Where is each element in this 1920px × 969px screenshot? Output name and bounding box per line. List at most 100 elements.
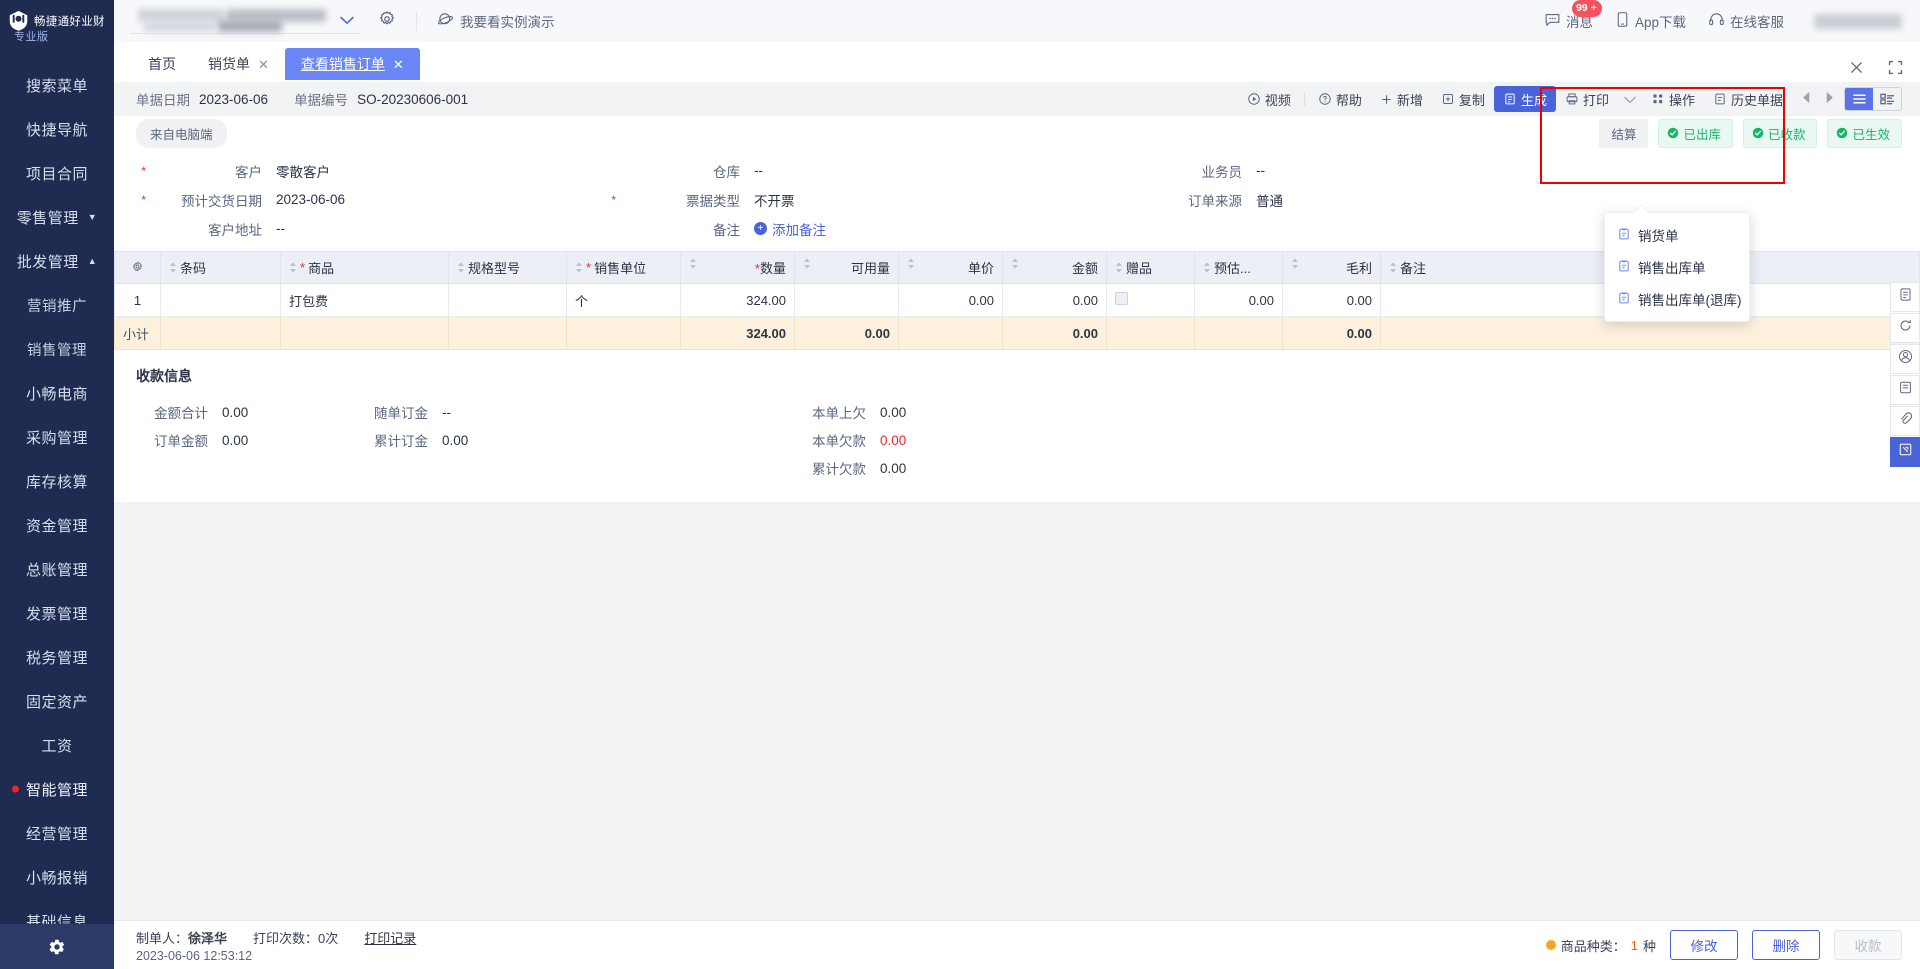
- tool-label: 历史单据: [1730, 92, 1783, 108]
- field-value[interactable]: --: [754, 163, 763, 178]
- fullscreen-icon[interactable]: [1887, 59, 1904, 76]
- add-button[interactable]: 新增: [1371, 86, 1432, 112]
- gift-checkbox[interactable]: [1115, 292, 1128, 305]
- panel-toggle-icon-button[interactable]: [1890, 437, 1920, 467]
- tab-view-sales-order[interactable]: 查看销售订单 ✕: [284, 48, 420, 80]
- print-dropdown-caret[interactable]: [1618, 86, 1642, 112]
- sidebar-item-fixed-assets[interactable]: 固定资产: [0, 679, 114, 723]
- sidebar-settings-button[interactable]: [0, 924, 114, 969]
- copy-button[interactable]: 复制: [1432, 86, 1494, 112]
- column-header-gross-profit[interactable]: 毛利: [1282, 251, 1381, 284]
- close-icon[interactable]: ✕: [258, 56, 269, 72]
- app-download-button[interactable]: App下载: [1615, 11, 1686, 31]
- sidebar-item-payroll[interactable]: 工资: [0, 723, 114, 767]
- operate-button[interactable]: 操作: [1642, 86, 1704, 112]
- mobile-icon: [1615, 11, 1630, 31]
- cell-amount[interactable]: 0.00: [1002, 283, 1107, 317]
- column-header-label: 可用量: [850, 261, 890, 276]
- column-header-gift[interactable]: 赠品: [1106, 251, 1195, 284]
- field-value[interactable]: --: [276, 221, 285, 236]
- video-button[interactable]: 视频: [1238, 86, 1300, 112]
- column-header-unit-price[interactable]: 单价: [898, 251, 1003, 284]
- cell-unit-price[interactable]: 0.00: [898, 283, 1003, 317]
- contact-icon-button[interactable]: [1890, 344, 1920, 374]
- cell-sales-unit[interactable]: 个: [566, 283, 681, 317]
- sidebar-item-invoice-management[interactable]: 发票管理: [0, 591, 114, 635]
- cell-goods[interactable]: 打包费: [280, 283, 449, 317]
- tab-sales-invoice[interactable]: 销货单 ✕: [192, 48, 285, 80]
- dropdown-item-sales-invoice[interactable]: 销货单: [1605, 219, 1749, 251]
- sidebar-item-inventory-accounting[interactable]: 库存核算: [0, 459, 114, 503]
- print-preview-icon-button[interactable]: [1890, 375, 1920, 405]
- sidebar-item-business-management[interactable]: 经营管理: [0, 811, 114, 855]
- generate-button[interactable]: 生成: [1493, 86, 1556, 112]
- attachment-icon-button[interactable]: [1890, 406, 1920, 436]
- column-header-sales-unit[interactable]: * 销售单位: [566, 251, 681, 284]
- help-button[interactable]: 帮助: [1309, 86, 1371, 112]
- sidebar-item-quick-nav[interactable]: 快捷导航: [0, 107, 114, 151]
- print-button[interactable]: 打印: [1556, 86, 1618, 112]
- delete-button[interactable]: 删除: [1752, 930, 1820, 960]
- doc-icon-button[interactable]: [1890, 282, 1920, 312]
- column-header-goods[interactable]: * 商品: [280, 251, 449, 284]
- organization-selector[interactable]: [130, 8, 360, 34]
- demo-link-label: 我要看实例演示: [460, 15, 555, 30]
- field-value[interactable]: 普通: [1256, 193, 1283, 209]
- demo-video-link[interactable]: 我要看实例演示: [437, 11, 555, 31]
- card-view-button[interactable]: [1873, 88, 1901, 110]
- settings-button[interactable]: [378, 10, 396, 33]
- dropdown-item-sales-outbound[interactable]: 销售出库单: [1605, 251, 1749, 283]
- sidebar-item-tax-management[interactable]: 税务管理: [0, 635, 114, 679]
- sidebar-item-fund-management[interactable]: 资金管理: [0, 503, 114, 547]
- add-remark-label: 添加备注: [772, 222, 826, 238]
- sidebar-item-smart-management[interactable]: 智能管理: [0, 767, 114, 811]
- column-header-spec[interactable]: 规格型号: [448, 251, 567, 284]
- prev-record-button[interactable]: [1800, 91, 1812, 107]
- close-window-icon[interactable]: [1848, 59, 1865, 76]
- column-header-barcode[interactable]: 条码: [160, 251, 281, 284]
- field-value[interactable]: 2023-06-06: [276, 192, 346, 207]
- field-value: 0.00: [222, 404, 249, 420]
- sidebar-item-general-ledger[interactable]: 总账管理: [0, 547, 114, 591]
- add-remark-link[interactable]: + 添加备注: [754, 219, 826, 239]
- sidebar-item-project-contract[interactable]: 项目合同: [0, 151, 114, 195]
- print-log-link[interactable]: 打印记录: [364, 930, 417, 946]
- field-value[interactable]: 零散客户: [276, 164, 330, 180]
- list-view-button[interactable]: [1845, 88, 1873, 110]
- sidebar-item-sales-management[interactable]: 销售管理: [0, 327, 114, 371]
- online-service-button[interactable]: 在线客服: [1708, 11, 1784, 31]
- next-record-button[interactable]: [1824, 91, 1836, 107]
- table-row[interactable]: 1 打包费 个 324.00 0.00 0.00 0.00 0.00: [114, 283, 1920, 317]
- tab-home[interactable]: 首页: [132, 48, 192, 80]
- cell-barcode[interactable]: [160, 283, 281, 317]
- column-header-quantity[interactable]: *数量: [680, 251, 795, 284]
- sidebar-item-basic-info[interactable]: 基础信息: [0, 899, 114, 924]
- cell-quantity[interactable]: 324.00: [680, 283, 795, 317]
- column-header-settings[interactable]: [114, 251, 161, 284]
- collect-column-3: 本单上欠 0.00 本单欠款 0.00 累计欠款 0.00: [794, 398, 1920, 482]
- cell-available: [794, 283, 899, 317]
- edit-button[interactable]: 修改: [1670, 930, 1738, 960]
- doc-date-label: 单据日期: [136, 93, 190, 108]
- column-header-available[interactable]: 可用量: [794, 251, 899, 284]
- sidebar-item-retail-management[interactable]: 零售管理 ▼: [0, 195, 114, 239]
- field-value[interactable]: --: [1256, 163, 1265, 178]
- messages-button[interactable]: 消息 99 +: [1544, 0, 1602, 31]
- cell-spec[interactable]: [448, 283, 567, 317]
- field-value[interactable]: 不开票: [754, 193, 795, 209]
- sidebar-item-xiaochang-ecommerce[interactable]: 小畅电商: [0, 371, 114, 415]
- dropdown-item-sales-outbound-return[interactable]: 销售出库单(退库): [1605, 283, 1749, 315]
- close-icon[interactable]: ✕: [392, 56, 404, 72]
- sidebar-item-xiaochang-expense[interactable]: 小畅报销: [0, 855, 114, 899]
- sidebar-item-wholesale-management[interactable]: 批发管理 ▲: [0, 239, 114, 283]
- column-header-amount[interactable]: 金额: [1002, 251, 1107, 284]
- field-label: 随单订金: [374, 406, 428, 421]
- sidebar: 畅捷通好业财 专业版 搜索菜单 快捷导航 项目合同 零售管理 ▼ 批发管理 ▲: [0, 0, 114, 969]
- history-button[interactable]: 历史单据: [1704, 86, 1792, 112]
- sidebar-item-marketing-promotion[interactable]: 营销推广: [0, 283, 114, 327]
- refresh-icon-button[interactable]: [1890, 313, 1920, 343]
- sidebar-item-purchase-management[interactable]: 采购管理: [0, 415, 114, 459]
- sidebar-item-search-menu[interactable]: 搜索菜单: [0, 63, 114, 107]
- brand-name: 畅捷通好业财: [34, 15, 105, 28]
- column-header-estimated[interactable]: 预估...: [1194, 251, 1283, 284]
